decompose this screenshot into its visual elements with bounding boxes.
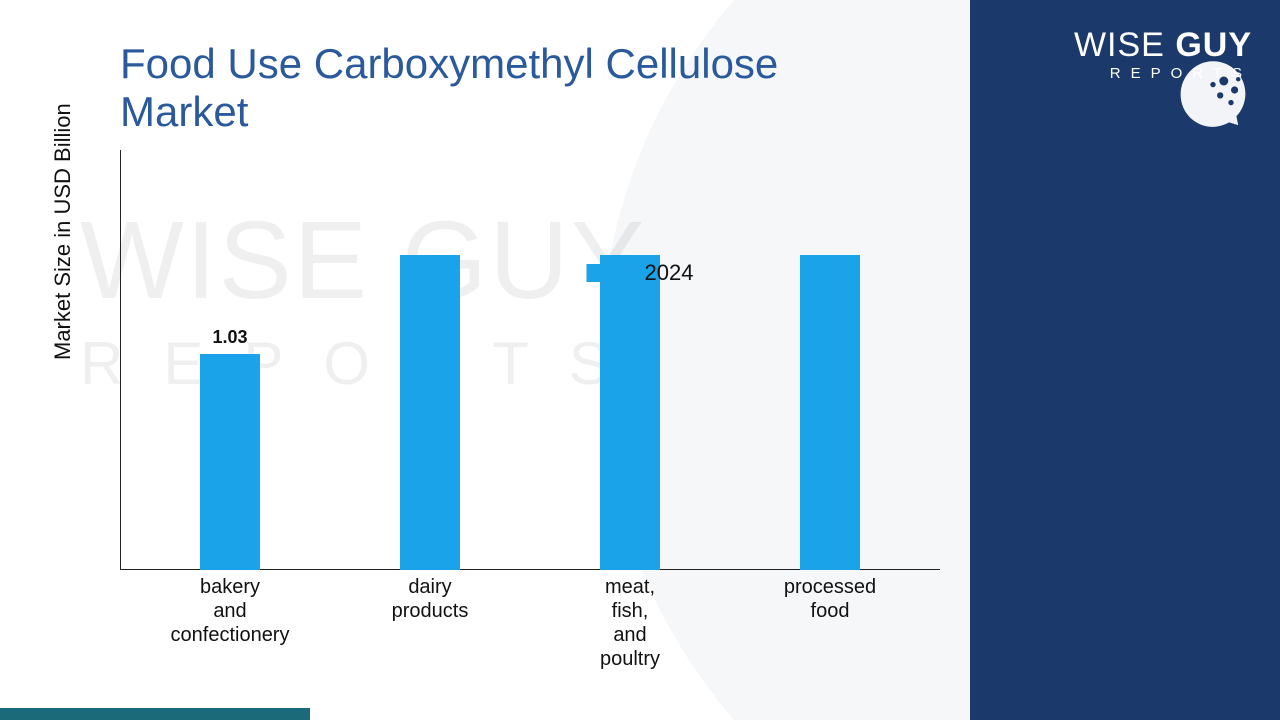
bar-rect [400,255,460,570]
bar-2 [600,255,660,570]
legend-label: 2024 [645,260,694,286]
bar-value-label: 1.03 [212,327,247,348]
bar-3 [800,255,860,570]
brand-logo: WISE GUY REPORTS [1074,28,1252,81]
bar-1 [400,255,460,570]
bar-rect [600,255,660,570]
bottom-accent [0,708,310,720]
category-label-3: processedfood [750,575,910,623]
bar-rect [800,255,860,570]
logo-word-1: WISE [1074,26,1165,64]
chart-plot: 1.03 [120,150,940,570]
bars-container: 1.03 [120,150,940,570]
category-label-2: meat,fish,andpoultry [550,575,710,671]
legend-swatch [587,264,633,282]
head-icon [1168,54,1258,144]
stage: WISE GUY REPORTS Food Use Carboxymethyl … [0,0,1280,720]
category-label-1: dairyproducts [350,575,510,623]
chart-title: Food Use Carboxymethyl Cellulose Market [120,40,840,137]
bar-0: 1.03 [200,354,260,570]
y-axis-label: Market Size in USD Billion [50,103,76,360]
legend: 2024 [587,260,694,286]
category-label-0: bakeryandconfectionery [150,575,310,647]
bar-rect [200,354,260,570]
